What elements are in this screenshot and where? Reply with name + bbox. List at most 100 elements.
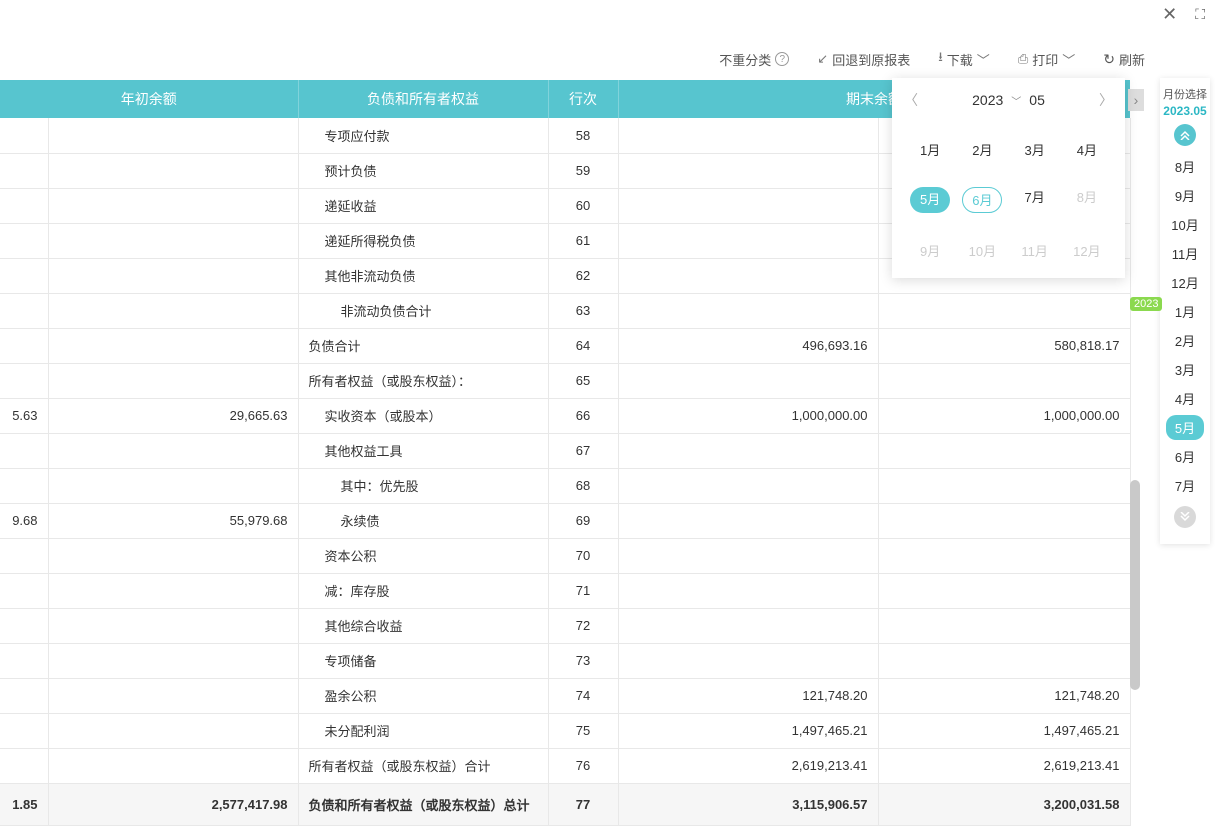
cell-begin: [48, 433, 298, 468]
cell-end: [618, 643, 878, 678]
cell-end2: [878, 643, 1130, 678]
fullscreen-icon[interactable]: ⛶: [1195, 6, 1205, 23]
cell-account-name: 递延收益: [298, 188, 548, 223]
month-option[interactable]: 5月: [910, 187, 950, 213]
cell-account-name: 专项应付款: [298, 118, 548, 153]
cell-left-amt: 9.68: [0, 503, 48, 538]
back-to-original-button[interactable]: ↙ 回退到原报表: [817, 50, 910, 69]
cell-end: 121,748.20: [618, 678, 878, 713]
prev-year-icon[interactable]: 〈: [904, 90, 918, 110]
cell-rownum: 63: [548, 293, 618, 328]
month-panel-item[interactable]: 6月: [1160, 442, 1210, 471]
cell-end: [618, 433, 878, 468]
cell-end: 2,619,213.41: [618, 748, 878, 783]
next-year-icon[interactable]: 〉: [1099, 90, 1113, 110]
month-panel-item[interactable]: 11月: [1160, 239, 1210, 268]
month-panel-item[interactable]: 5月: [1166, 415, 1204, 440]
cell-account-name: 资本公积: [298, 538, 548, 573]
cell-rownum: 73: [548, 643, 618, 678]
cell-begin: [48, 573, 298, 608]
month-panel-item[interactable]: 12月: [1160, 268, 1210, 297]
cell-begin: 29,665.63: [48, 398, 298, 433]
table-row: 未分配利润751,497,465.211,497,465.21: [0, 713, 1130, 748]
cell-rownum: 66: [548, 398, 618, 433]
table-row: 减：库存股71: [0, 573, 1130, 608]
expand-tab[interactable]: [1128, 89, 1144, 111]
cell-left-amt: 1.85: [0, 783, 48, 825]
month-panel-item[interactable]: 2月: [1160, 326, 1210, 355]
cell-left-amt: [0, 643, 48, 678]
year-month-display[interactable]: 2023 ﹀ 05: [972, 92, 1045, 108]
table-row: 5.6329,665.63实收资本（或股本）661,000,000.001,00…: [0, 398, 1130, 433]
cell-end: [618, 293, 878, 328]
cell-end2: 1,497,465.21: [878, 713, 1130, 748]
date-picker-popup: 〈 2023 ﹀ 05 〉 1月2月3月4月5月6月7月8月9月10月11月12…: [892, 78, 1125, 278]
cell-left-amt: [0, 328, 48, 363]
back-icon: ↙: [817, 51, 828, 67]
cell-begin: [48, 748, 298, 783]
month-option[interactable]: 3月: [1009, 140, 1061, 159]
cell-end2: 580,818.17: [878, 328, 1130, 363]
table-row: 专项储备73: [0, 643, 1130, 678]
cell-rownum: 58: [548, 118, 618, 153]
cell-account-name: 所有者权益（或股东权益）合计: [298, 748, 548, 783]
refresh-button[interactable]: ↻ 刷新: [1103, 50, 1145, 69]
cell-left-amt: [0, 608, 48, 643]
toolbar: 不重分类 ? ↙ 回退到原报表 ⭳ 下载 ﹀ ⎙ 打印 ﹀ ↻ 刷新: [719, 48, 1145, 70]
month-option[interactable]: 6月: [962, 187, 1002, 213]
month-option[interactable]: 7月: [1009, 187, 1061, 213]
cell-begin: [48, 188, 298, 223]
cell-end: 3,115,906.57: [618, 783, 878, 825]
print-icon: ⎙: [1018, 51, 1028, 67]
cell-account-name: 专项储备: [298, 643, 548, 678]
table-row: 其他综合收益72: [0, 608, 1130, 643]
cell-end: 1,497,465.21: [618, 713, 878, 748]
cell-begin: [48, 538, 298, 573]
month-value: 05: [1029, 92, 1045, 108]
scroll-down-button[interactable]: [1174, 506, 1196, 528]
cell-account-name: 非流动负债合计: [298, 293, 548, 328]
header-rownum: 行次: [548, 80, 618, 118]
month-option: 9月: [904, 241, 956, 260]
no-reclass-toggle[interactable]: 不重分类 ?: [719, 50, 789, 69]
cell-left-amt: [0, 188, 48, 223]
header-equity: 负债和所有者权益: [298, 80, 548, 118]
month-panel-item[interactable]: 7月: [1160, 471, 1210, 500]
table-row: 资本公积70: [0, 538, 1130, 573]
cell-begin: [48, 678, 298, 713]
cell-begin: [48, 118, 298, 153]
download-button[interactable]: ⭳ 下载 ﹀: [938, 48, 990, 70]
cell-rownum: 75: [548, 713, 618, 748]
refresh-icon: ↻: [1103, 51, 1115, 68]
cell-account-name: 盈余公积: [298, 678, 548, 713]
month-panel-item[interactable]: 3月: [1160, 355, 1210, 384]
month-panel-item[interactable]: 9月: [1160, 181, 1210, 210]
table-row: 所有者权益（或股东权益）：65: [0, 363, 1130, 398]
close-icon[interactable]: ✕: [1162, 4, 1177, 25]
month-option[interactable]: 4月: [1061, 140, 1113, 159]
cell-left-amt: 5.63: [0, 398, 48, 433]
print-button[interactable]: ⎙ 打印 ﹀: [1018, 50, 1075, 69]
cell-account-name: 实收资本（或股本）: [298, 398, 548, 433]
table-row: 其中：优先股68: [0, 468, 1130, 503]
month-panel-item[interactable]: 1月: [1160, 297, 1210, 326]
cell-begin: [48, 258, 298, 293]
month-panel-item[interactable]: 4月: [1160, 384, 1210, 413]
back-label: 回退到原报表: [832, 50, 910, 69]
month-option[interactable]: 1月: [904, 140, 956, 159]
cell-account-name: 其他权益工具: [298, 433, 548, 468]
cell-account-name: 未分配利润: [298, 713, 548, 748]
cell-account-name: 所有者权益（或股东权益）：: [298, 363, 548, 398]
month-option[interactable]: 2月: [956, 140, 1008, 159]
scrollbar-thumb[interactable]: [1130, 480, 1140, 690]
cell-end2: 121,748.20: [878, 678, 1130, 713]
month-panel-item[interactable]: 8月: [1160, 152, 1210, 181]
cell-left-amt: [0, 363, 48, 398]
scroll-up-button[interactable]: [1174, 124, 1196, 146]
cell-rownum: 77: [548, 783, 618, 825]
cell-rownum: 76: [548, 748, 618, 783]
month-panel-item[interactable]: 10月: [1160, 210, 1210, 239]
cell-begin: [48, 223, 298, 258]
cell-end2: [878, 573, 1130, 608]
cell-end2: 1,000,000.00: [878, 398, 1130, 433]
